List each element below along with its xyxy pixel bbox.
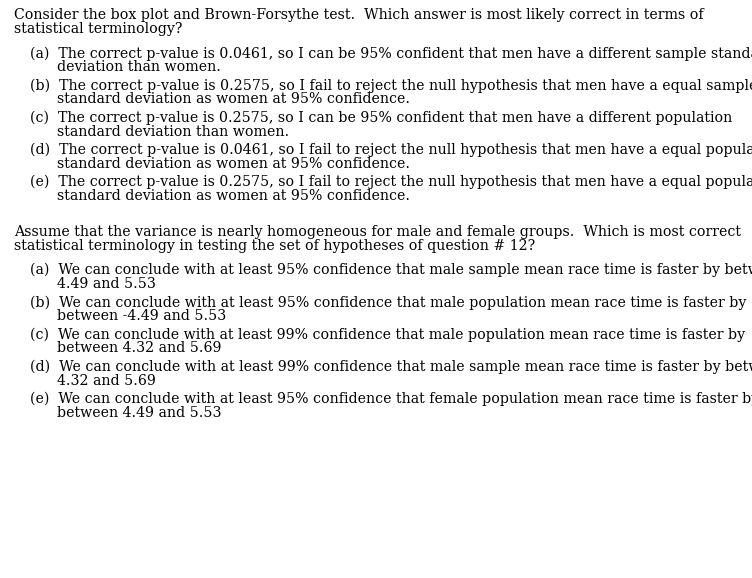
Text: (c)  The correct p-value is 0.2575, so I can be 95% confident that men have a di: (c) The correct p-value is 0.2575, so I … — [30, 110, 732, 125]
Text: (e)  The correct p-value is 0.2575, so I fail to reject the null hypothesis that: (e) The correct p-value is 0.2575, so I … — [30, 175, 752, 189]
Text: (b)  We can conclude with at least 95% confidence that male population mean race: (b) We can conclude with at least 95% co… — [30, 295, 747, 310]
Text: Assume that the variance is nearly homogeneous for male and female groups.  Whic: Assume that the variance is nearly homog… — [14, 225, 741, 239]
Text: (a)  The correct p-value is 0.0461, so I can be 95% confident that men have a di: (a) The correct p-value is 0.0461, so I … — [30, 46, 752, 61]
Text: between 4.32 and 5.69: between 4.32 and 5.69 — [30, 342, 222, 355]
Text: standard deviation as women at 95% confidence.: standard deviation as women at 95% confi… — [30, 157, 410, 171]
Text: standard deviation than women.: standard deviation than women. — [30, 124, 289, 139]
Text: (e)  We can conclude with at least 95% confidence that female population mean ra: (e) We can conclude with at least 95% co… — [30, 392, 752, 406]
Text: statistical terminology in testing the set of hypotheses of question # 12?: statistical terminology in testing the s… — [14, 239, 535, 253]
Text: (d)  We can conclude with at least 99% confidence that male sample mean race tim: (d) We can conclude with at least 99% co… — [30, 360, 752, 374]
Text: standard deviation as women at 95% confidence.: standard deviation as women at 95% confi… — [30, 92, 410, 106]
Text: (d)  The correct p-value is 0.0461, so I fail to reject the null hypothesis that: (d) The correct p-value is 0.0461, so I … — [30, 143, 752, 157]
Text: 4.32 and 5.69: 4.32 and 5.69 — [30, 373, 156, 388]
Text: (b)  The correct p-value is 0.2575, so I fail to reject the null hypothesis that: (b) The correct p-value is 0.2575, so I … — [30, 78, 752, 92]
Text: between -4.49 and 5.53: between -4.49 and 5.53 — [30, 309, 226, 323]
Text: (c)  We can conclude with at least 99% confidence that male population mean race: (c) We can conclude with at least 99% co… — [30, 327, 745, 342]
Text: Consider the box plot and Brown-Forsythe test.  Which answer is most likely corr: Consider the box plot and Brown-Forsythe… — [14, 8, 704, 22]
Text: (a)  We can conclude with at least 95% confidence that male sample mean race tim: (a) We can conclude with at least 95% co… — [30, 263, 752, 277]
Text: 4.49 and 5.53: 4.49 and 5.53 — [30, 277, 156, 291]
Text: statistical terminology?: statistical terminology? — [14, 22, 183, 36]
Text: deviation than women.: deviation than women. — [30, 60, 221, 74]
Text: between 4.49 and 5.53: between 4.49 and 5.53 — [30, 406, 222, 420]
Text: standard deviation as women at 95% confidence.: standard deviation as women at 95% confi… — [30, 189, 410, 203]
